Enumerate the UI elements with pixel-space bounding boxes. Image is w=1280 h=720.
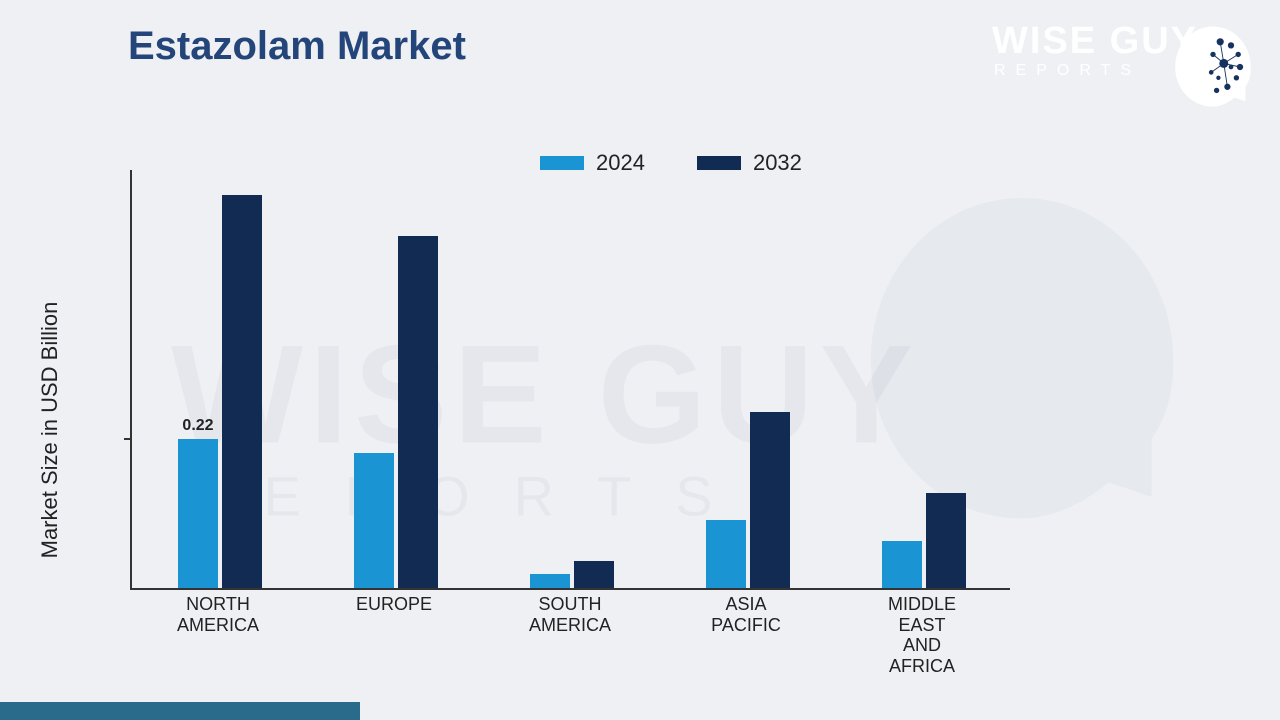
y-tick (124, 438, 132, 440)
bar (706, 520, 746, 588)
chart: WISE GUY REPORTS Market Size in USD Bill… (50, 170, 1040, 690)
bar-group (836, 170, 1012, 588)
chart-title: Estazolam Market (128, 24, 466, 69)
legend-swatch-1 (697, 156, 741, 170)
brand-logo: WISE GUY REPORTS (992, 22, 1252, 106)
bar (926, 493, 966, 588)
bar-group (660, 170, 836, 588)
x-axis-labels: NORTH AMERICAEUROPESOUTH AMERICAASIA PAC… (130, 594, 1010, 684)
bar (222, 195, 262, 588)
bar-group: 0.22 (132, 170, 308, 588)
bar (750, 412, 790, 588)
bar (398, 236, 438, 588)
bar (178, 439, 218, 588)
legend-swatch-0 (540, 156, 584, 170)
brand-head-icon (1168, 22, 1258, 112)
bar (882, 541, 922, 588)
bar-group (484, 170, 660, 588)
bar (354, 453, 394, 588)
bar (574, 561, 614, 588)
bar-value-label: 0.22 (170, 417, 226, 435)
x-axis-label: NORTH AMERICA (130, 594, 306, 635)
bar (530, 574, 570, 588)
x-axis-label: ASIA PACIFIC (658, 594, 834, 635)
footer-accent-bar (0, 702, 360, 720)
plot-area: 0.22 (130, 170, 1010, 590)
y-axis-label: Market Size in USD Billion (37, 302, 63, 559)
x-axis-label: SOUTH AMERICA (482, 594, 658, 635)
x-axis-label: EUROPE (306, 594, 482, 615)
infographic-stage: WISE GUY REPORTS Estazolam Market WISE G… (0, 0, 1280, 720)
bar-group (308, 170, 484, 588)
x-axis-label: MIDDLE EAST AND AFRICA (834, 594, 1010, 677)
